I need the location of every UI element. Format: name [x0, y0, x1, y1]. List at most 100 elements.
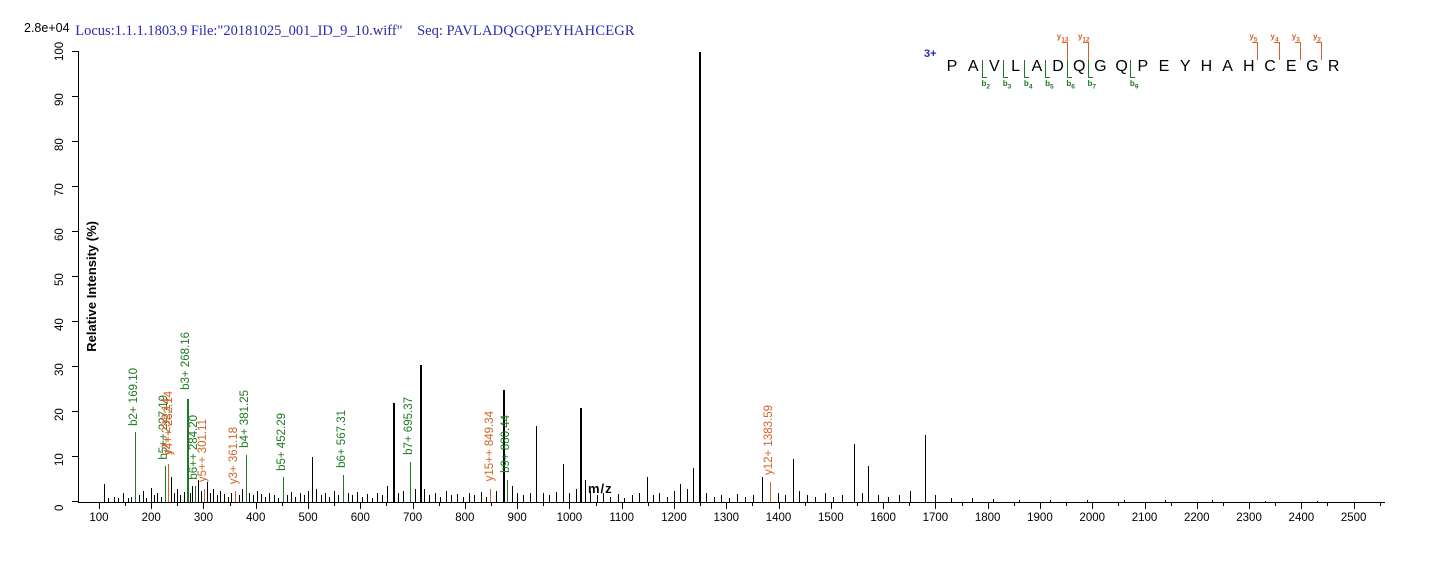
x-axis-minor-tick: [229, 502, 231, 506]
spectrum-peak: [777, 493, 779, 502]
spectrum-peak: [419, 364, 422, 502]
spectrum-peak: [451, 495, 453, 502]
spectrum-peak: [854, 443, 856, 502]
y-axis-tick: [72, 186, 78, 187]
spectrum-peak: [1019, 499, 1021, 502]
b-ion-cleavage-mark: [1087, 60, 1093, 78]
spectrum-peak: [624, 497, 626, 502]
spectrum-peak: [686, 488, 688, 502]
spectrum-peak: [104, 484, 106, 502]
spectrum-peak: [1264, 500, 1266, 502]
spectrum-peak: [568, 493, 570, 502]
y-ion-cleavage-mark: [1294, 42, 1301, 60]
b-ion-label: b3: [1002, 79, 1012, 91]
y-ion-label: y2: [1312, 32, 1322, 44]
spectrum-peak: [138, 495, 140, 502]
spectrum-peak: [186, 398, 189, 502]
spectrum-peak: [303, 495, 305, 502]
spectrum-peak: [117, 498, 119, 502]
spectrum-peak: [134, 432, 136, 502]
spectrum-peak: [371, 497, 373, 502]
spectrum-peak: [269, 493, 271, 502]
x-axis-tick-label: 1700: [922, 512, 949, 524]
spectrum-peak: [761, 477, 763, 502]
ladder-residue: D: [1052, 58, 1064, 75]
ladder-residue: G: [1094, 58, 1107, 75]
ladder-residue: A: [1222, 58, 1233, 75]
b-ion-label: b4: [1023, 79, 1033, 91]
y-ion-cleavage-mark: [1273, 42, 1280, 60]
spectrum-peak: [338, 495, 340, 502]
spectrum-peak: [429, 495, 431, 502]
spectrum-peak: [108, 497, 110, 502]
x-axis-tick-label: 1200: [661, 512, 687, 524]
spectrum-peak: [824, 493, 826, 502]
spectrum-peak: [213, 488, 215, 502]
spectrum-peak: [898, 495, 900, 502]
spectrum-peak: [769, 481, 771, 502]
spectrum-peak: [638, 493, 640, 502]
x-axis-minor-tick: [281, 502, 283, 506]
ladder-residue: V: [989, 58, 1000, 75]
spectrum-peak: [377, 493, 379, 502]
spectrum-peak: [434, 493, 436, 502]
spectrum-peak: [585, 479, 587, 502]
x-axis-minor-tick: [961, 502, 963, 506]
ladder-residue: E: [1285, 58, 1297, 75]
b-ion-label: b5: [1045, 79, 1054, 91]
spectrum-peak: [468, 493, 470, 502]
x-axis-line: [78, 502, 1385, 503]
spectrum-peak: [242, 489, 244, 502]
spectrum-peak: [210, 493, 212, 502]
spectrum-peak: [291, 492, 293, 502]
ladder-residue: G: [1306, 58, 1319, 75]
x-axis-tick: [1196, 502, 1198, 509]
x-axis-tick: [308, 502, 310, 509]
spectrum-peak: [282, 477, 284, 502]
spectrum-peak: [580, 407, 583, 502]
peak-annotation-label: y15++ 849.34: [483, 411, 496, 482]
spectrum-peak: [157, 493, 159, 502]
spectrum-peak: [347, 493, 349, 502]
spectrum-peak: [414, 488, 416, 502]
x-axis-tick: [935, 502, 937, 509]
x-axis-minor-tick: [334, 502, 336, 506]
spectrum-peak: [445, 490, 447, 502]
spectrum-peak: [833, 496, 835, 502]
spectrum-peak: [312, 457, 314, 502]
spectrum-peak: [1087, 500, 1088, 502]
peak-annotation-label: b7+ 695.37: [403, 396, 416, 455]
y-ion-label: y12: [1077, 32, 1090, 44]
spectrum-peak: [603, 493, 605, 502]
x-axis-tick-label: 900: [507, 512, 527, 524]
spectrum-peak: [150, 487, 152, 502]
header-info-line: Locus:1.1.1.1803.9 File:"20181025_001_ID…: [68, 6, 635, 40]
x-axis-tick-label: 500: [298, 512, 318, 524]
y-axis-tick: [72, 456, 78, 457]
spectrum-peak: [877, 495, 879, 502]
b-ion-label: b6: [1066, 79, 1075, 91]
spectrum-peak: [529, 493, 531, 502]
spectrum-peak: [245, 454, 247, 502]
x-axis-tick: [778, 502, 780, 509]
y-axis-tick: [72, 231, 78, 232]
y-axis-tick: [72, 411, 78, 412]
spectrum-peak: [220, 490, 222, 502]
spectrum-peak: [180, 495, 182, 502]
spectrum-peak: [203, 488, 205, 502]
x-axis-tick-label: 1900: [1027, 512, 1053, 524]
mass-spectrum-plot: Relative Intensity (%) 0 10 20 30 40 50 60 70 80…: [54, 42, 1385, 524]
spectrum-peak: [924, 434, 926, 502]
spectrum-peak: [590, 490, 592, 502]
spectrum-peak: [496, 490, 498, 502]
spectrum-peak: [862, 493, 864, 502]
x-axis-tick-label: 800: [455, 512, 475, 524]
spectrum-peak: [807, 495, 809, 502]
x-axis-tick-label: 400: [246, 512, 266, 524]
x-axis-minor-tick: [1118, 502, 1120, 506]
peak-annotation-label: b2+ 169.10: [128, 367, 141, 426]
x-axis-tick-label: 2100: [1131, 512, 1158, 524]
spectrum-peak: [235, 490, 237, 502]
y-axis-tick: [72, 276, 78, 277]
b-ion-cleavage-mark: [1066, 60, 1072, 78]
